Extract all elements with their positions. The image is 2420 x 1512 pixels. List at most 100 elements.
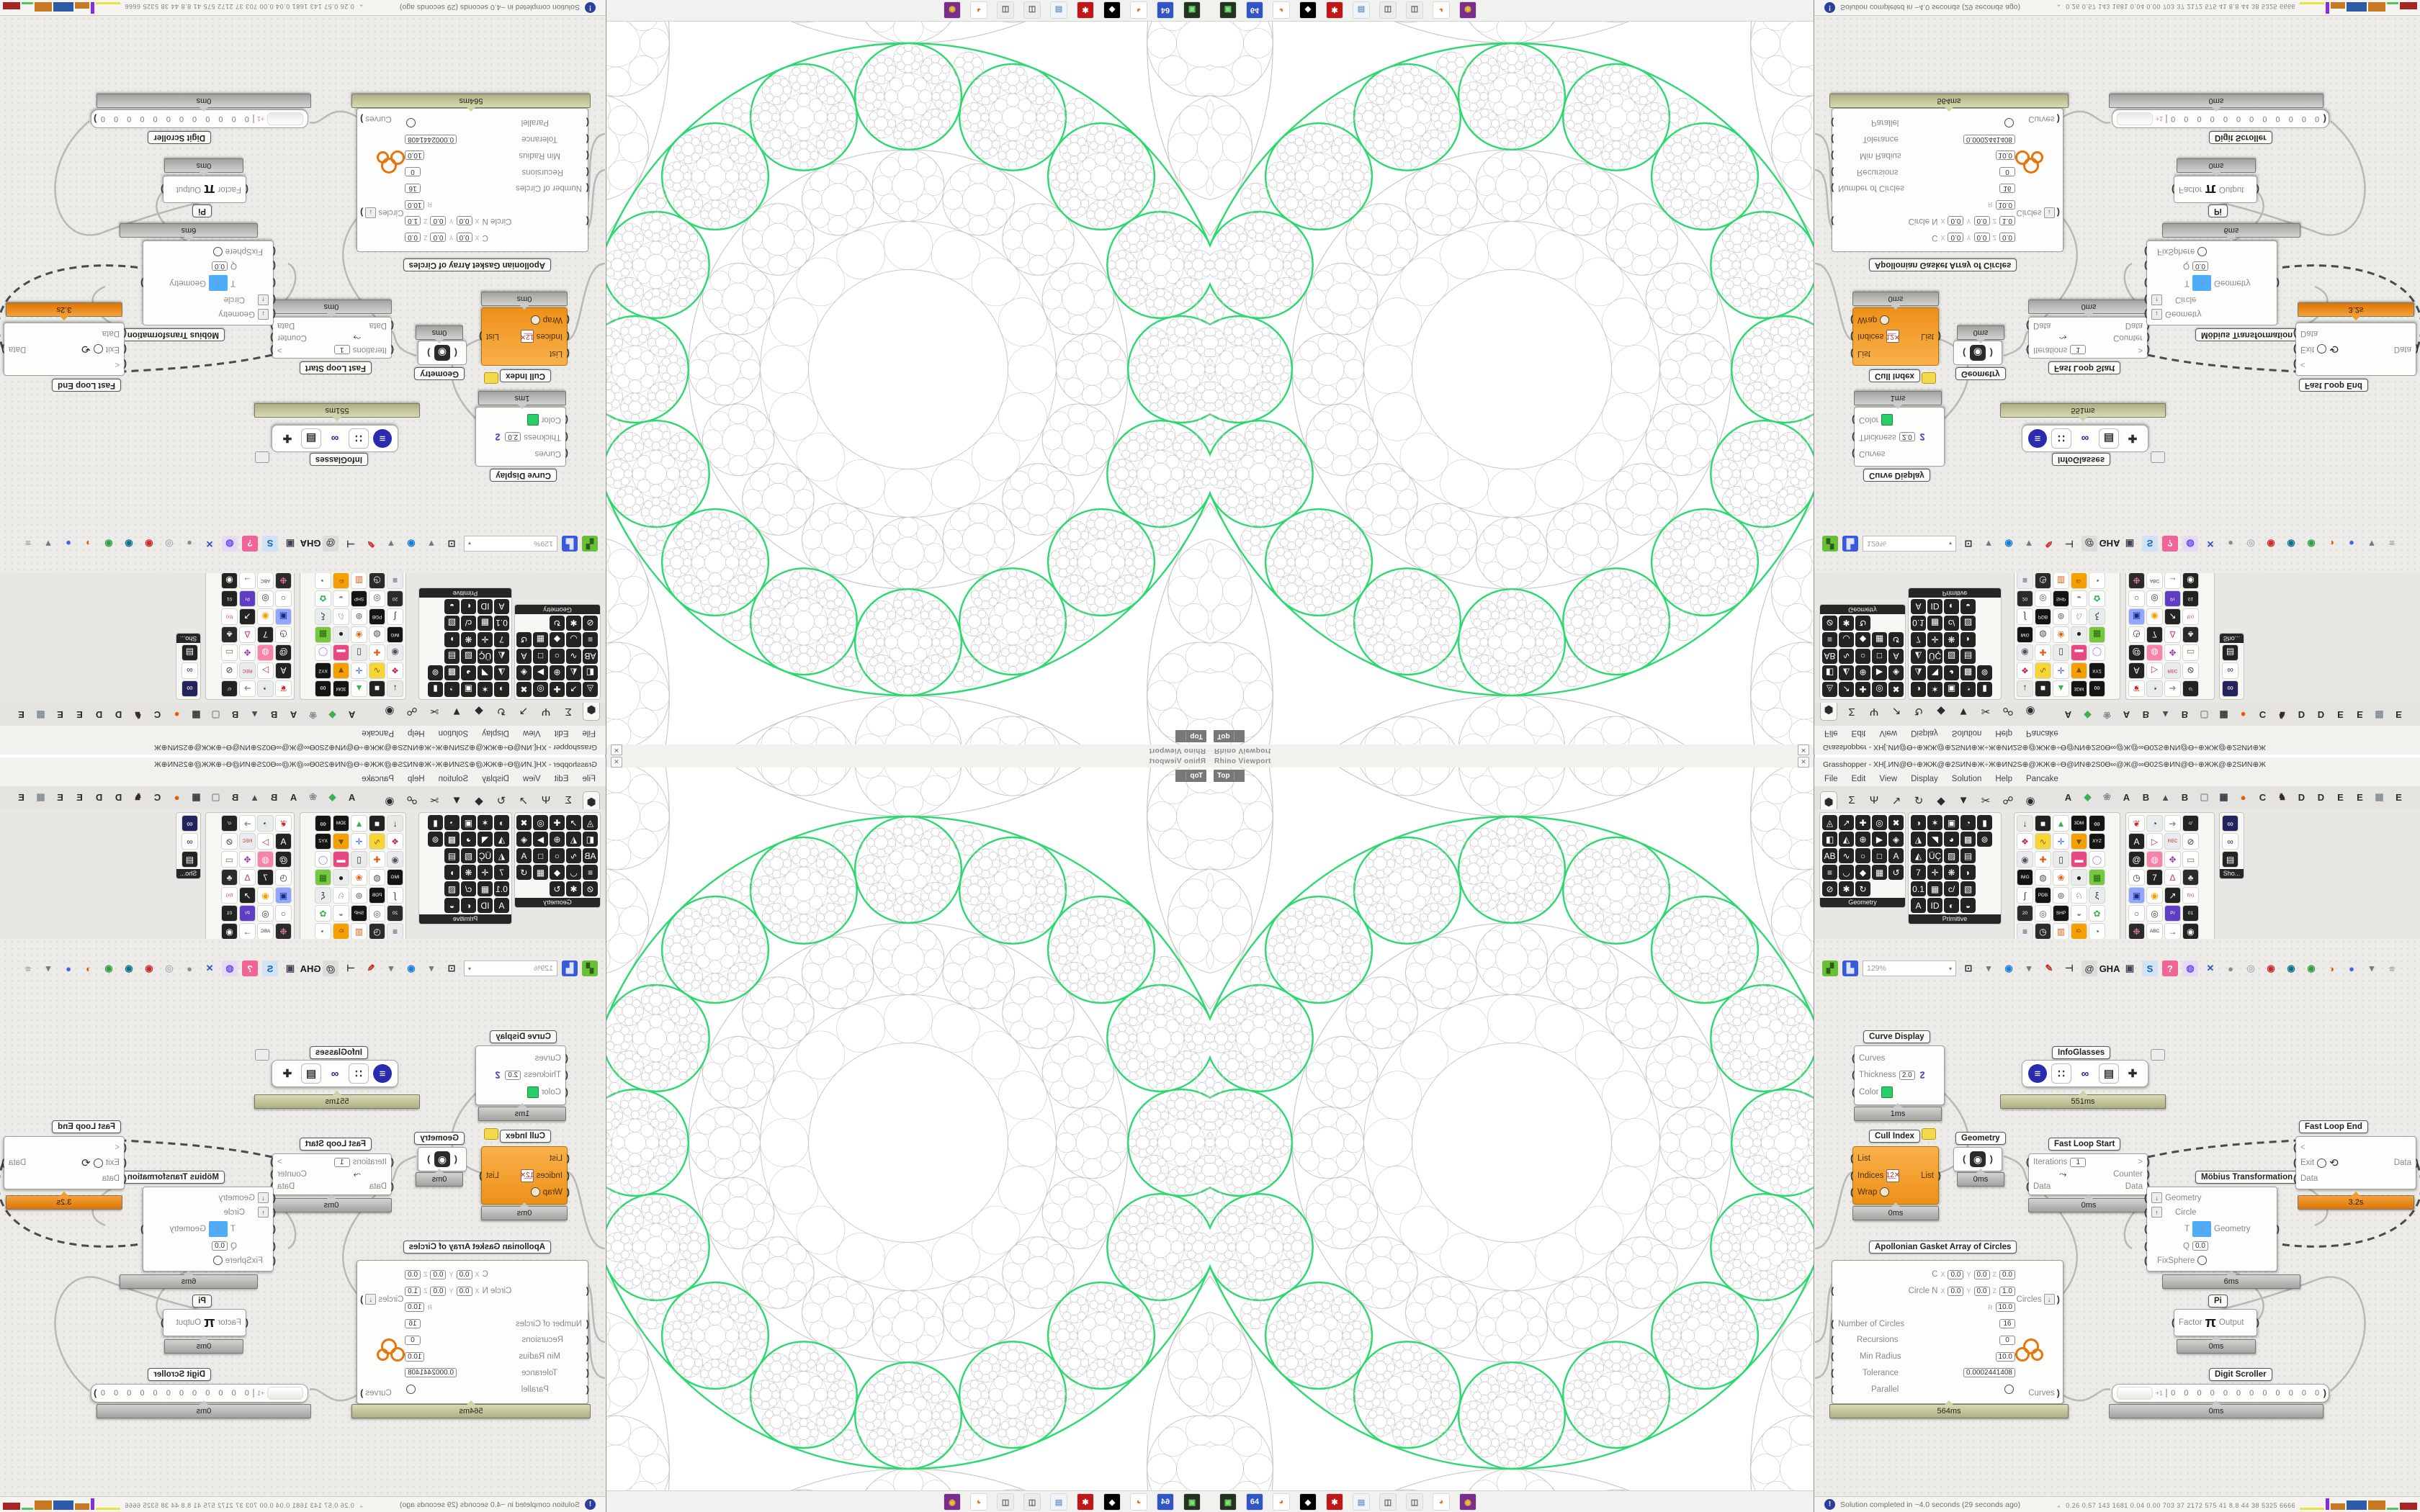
- component-icon[interactable]: ÜÇ: [478, 649, 493, 664]
- puzzle-icon[interactable]: ✚: [278, 1064, 297, 1083]
- mobius-label[interactable]: Möbius Transformation: [2195, 328, 2299, 341]
- component-icon[interactable]: ◗: [444, 865, 460, 880]
- component-icon[interactable]: ❉: [275, 923, 292, 940]
- component-icon[interactable]: 3DM: [333, 680, 349, 697]
- value-box[interactable]: 10.0: [1995, 1351, 2015, 1362]
- component-icon[interactable]: ◕: [1944, 665, 1959, 680]
- component-icon[interactable]: ↺: [1888, 865, 1904, 880]
- component-icon[interactable]: ↓: [2017, 815, 2033, 832]
- tab-display[interactable]: ◉: [385, 705, 395, 718]
- plugin-tab[interactable]: B: [2142, 709, 2150, 721]
- component-icon[interactable]: 20: [2017, 590, 2033, 607]
- preview-eye-icon[interactable]: ◉: [407, 539, 416, 549]
- component-icon[interactable]: ↓: [387, 680, 403, 697]
- component-icon[interactable]: ❖: [387, 662, 403, 679]
- menu-item[interactable]: View: [1879, 729, 1898, 737]
- menu-item[interactable]: Solution: [438, 775, 469, 783]
- component-icon[interactable]: Pr: [239, 905, 256, 922]
- firefox-icon[interactable]: ◕: [970, 1, 987, 19]
- menu-item[interactable]: Edit: [554, 729, 569, 737]
- curve-display-label[interactable]: Curve Display: [1863, 1030, 1930, 1043]
- notepad-icon[interactable]: ▤: [1050, 1, 1067, 19]
- grasshopper-canvas[interactable]: ▞ ▙ 129% ▾ ⊡ ▾ ◉ ▾ ✎ ⊣ @ GHA ▣ S? ◍ ✕ ● ◎ ◉ ◉ ◉ ◑ ● ▾ ≡ Curve…: [1815, 939, 2420, 1496]
- plugin-tab[interactable]: A: [2064, 791, 2072, 803]
- component-icon[interactable]: ✶: [1927, 682, 1942, 697]
- component-icon[interactable]: ≡: [387, 923, 403, 940]
- component-icon[interactable]: ID.: [333, 923, 349, 940]
- component-icon[interactable]: c/: [2182, 680, 2199, 697]
- tab-surface[interactable]: ◆: [1937, 794, 1945, 807]
- plugin-tab[interactable]: ◆: [328, 791, 336, 802]
- pink-box-icon[interactable]: ?: [242, 960, 258, 976]
- component-icon[interactable]: ▣: [1944, 682, 1959, 697]
- plug-icon[interactable]: ⊣: [346, 963, 355, 973]
- component-icon[interactable]: ▧: [444, 881, 460, 896]
- menu-item[interactable]: Solution: [1951, 775, 1982, 783]
- component-icon[interactable]: ⊚: [428, 832, 443, 847]
- tab-params[interactable]: ⬢: [583, 791, 600, 811]
- close-icon[interactable]: ✕: [611, 744, 622, 755]
- component-icon[interactable]: 3DM: [333, 815, 349, 832]
- plugin-tab[interactable]: A: [2123, 791, 2130, 803]
- component-icon[interactable]: ✚: [1855, 815, 1870, 830]
- component-icon[interactable]: ∞: [182, 662, 198, 679]
- curve-display-component[interactable]: (Curves (Thickness 2.0 ∿ (Color: [1852, 407, 1945, 467]
- component-icon[interactable]: A: [275, 833, 292, 850]
- component-icon[interactable]: @: [275, 851, 292, 868]
- component-icon[interactable]: →: [239, 572, 256, 589]
- scroller-digits[interactable]: 0 0 0 0 0 0 0 0 0 0 0 0: [97, 114, 254, 123]
- thickness-value[interactable]: 2.0: [1899, 1070, 1915, 1080]
- component-icon[interactable]: ❖: [387, 833, 403, 850]
- component-icon[interactable]: ◉: [2017, 851, 2033, 868]
- component-icon[interactable]: ∿: [369, 662, 385, 679]
- mobius-component[interactable]: ( ↓ Geometry ( ↑ Circle ( T ◔ Geometry )…: [2144, 1187, 2280, 1272]
- component-icon[interactable]: ◭: [494, 848, 509, 863]
- eye-caret[interactable]: ▾: [2026, 963, 2032, 973]
- component-icon[interactable]: ∞: [2222, 662, 2238, 679]
- menu-item[interactable]: File: [1824, 729, 1838, 737]
- cull-index-label[interactable]: Cull Index: [500, 369, 551, 382]
- notepad-icon[interactable]: ▤: [1353, 1, 1370, 19]
- cull-index-component[interactable]: (List (Indices 1̲2̲✕ List ) (Wrap: [479, 1146, 570, 1205]
- s-magnifier-icon[interactable]: S: [262, 960, 278, 976]
- component-icon[interactable]: ▤: [182, 851, 198, 868]
- component-icon[interactable]: ABC: [2146, 572, 2163, 589]
- open-file-icon[interactable]: ▞: [1822, 960, 1838, 976]
- component-icon[interactable]: ❀: [351, 626, 367, 643]
- component-icon[interactable]: ID: [478, 599, 493, 614]
- exit-toggle[interactable]: [93, 344, 103, 354]
- component-icon[interactable]: ◥: [478, 665, 493, 680]
- plugin-tab[interactable]: ❀: [2103, 710, 2111, 721]
- component-icon[interactable]: ○: [275, 905, 292, 922]
- red-gear-icon[interactable]: ✱: [1326, 1, 1343, 19]
- component-icon[interactable]: ▥: [2053, 923, 2069, 940]
- component-icon[interactable]: ▩: [1960, 832, 1976, 847]
- curve-display-label[interactable]: Curve Display: [1863, 469, 1930, 482]
- graft-icon[interactable]: ↓: [2151, 1192, 2162, 1203]
- iterations-value[interactable]: 1: [333, 345, 350, 355]
- component-icon[interactable]: ABC: [2146, 923, 2163, 940]
- component-icon[interactable]: A: [1888, 848, 1904, 863]
- component-icon[interactable]: ↗: [566, 815, 581, 830]
- component-icon[interactable]: ◮: [494, 665, 509, 680]
- component-icon[interactable]: SHP: [2053, 590, 2069, 607]
- plugin-tab[interactable]: ▦: [2219, 710, 2228, 721]
- component-icon[interactable]: ξ: [315, 608, 331, 625]
- sketch-pen-icon[interactable]: ✎: [2045, 963, 2053, 973]
- component-icon[interactable]: ◒: [1960, 599, 1976, 614]
- component-icon[interactable]: c/: [461, 616, 476, 631]
- maze-app-icon[interactable]: ◫: [1379, 1493, 1397, 1511]
- component-icon[interactable]: ◉: [2146, 608, 2163, 625]
- component-icon[interactable]: ➔: [2164, 815, 2181, 832]
- plugin-tab[interactable]: ▦: [192, 791, 201, 802]
- graft-icon[interactable]: ↓: [258, 309, 269, 320]
- component-icon[interactable]: ◡: [566, 865, 581, 880]
- component-icon[interactable]: ◎: [2035, 590, 2051, 607]
- terminal-icon[interactable]: ▣: [1183, 1, 1201, 19]
- bulb-icon[interactable]: ◍: [2182, 960, 2198, 976]
- component-icon[interactable]: ↓: [2017, 680, 2033, 697]
- component-icon[interactable]: c/: [1944, 881, 1959, 896]
- at-icon[interactable]: @: [323, 536, 339, 552]
- component-icon[interactable]: →: [239, 923, 256, 940]
- value-box[interactable]: 0: [405, 1335, 421, 1345]
